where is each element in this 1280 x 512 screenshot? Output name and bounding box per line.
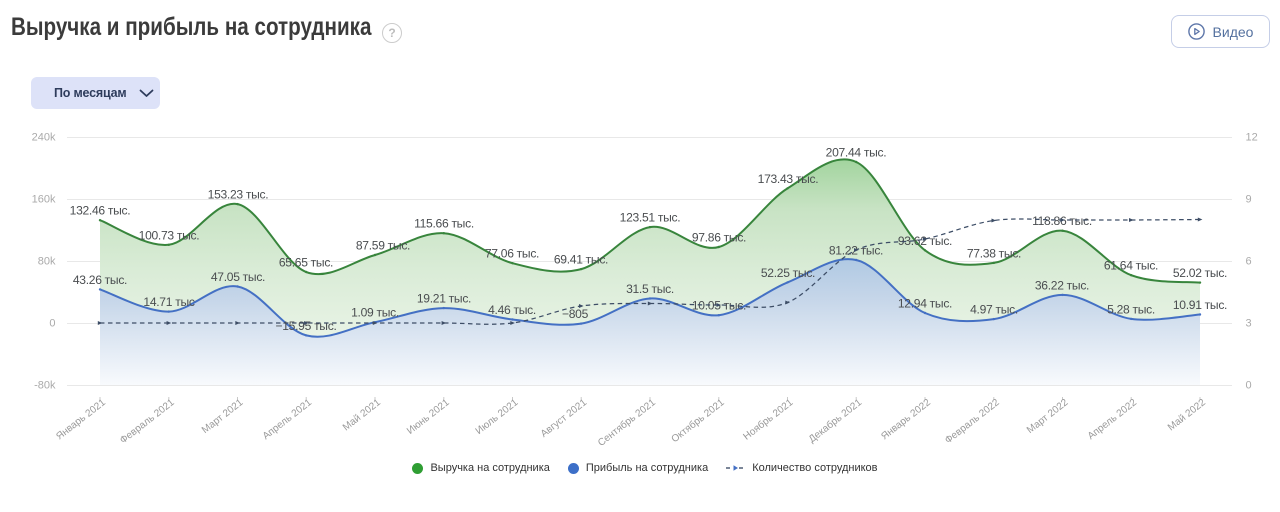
svg-text:4.46 тыс.: 4.46 тыс.	[488, 303, 536, 317]
svg-text:52.25 тыс.: 52.25 тыс.	[761, 266, 815, 280]
svg-text:77.38 тыс.: 77.38 тыс.	[967, 246, 1021, 260]
svg-text:132.46 тыс.: 132.46 тыс.	[70, 204, 131, 218]
svg-text:14.71 тыс: 14.71 тыс	[143, 295, 194, 309]
svg-text:Март 2021: Март 2021	[200, 397, 246, 436]
svg-text:Ноябрь 2021: Ноябрь 2021	[741, 396, 796, 442]
svg-text:12.94 тыс.: 12.94 тыс.	[898, 297, 952, 311]
svg-text:65.65 тыс.: 65.65 тыс.	[279, 256, 333, 270]
svg-text:Октябрь 2021: Октябрь 2021	[669, 396, 727, 445]
svg-text:−15.95 тыс.: −15.95 тыс.	[275, 319, 336, 333]
svg-text:100.73 тыс.: 100.73 тыс.	[139, 228, 200, 242]
svg-text:69.41 тыс.: 69.41 тыс.	[554, 253, 608, 267]
svg-text:61.64 тыс.: 61.64 тыс.	[1104, 259, 1158, 273]
svg-text:Июль 2021: Июль 2021	[474, 397, 521, 437]
svg-text:12: 12	[1246, 132, 1258, 144]
svg-text:19.21 тыс.: 19.21 тыс.	[417, 292, 471, 306]
svg-text:123.51 тыс.: 123.51 тыс.	[620, 211, 681, 225]
svg-text:5.28 тыс.: 5.28 тыс.	[1107, 302, 1155, 316]
svg-text:10.91 тыс.: 10.91 тыс.	[1173, 298, 1227, 312]
svg-text:47.05 тыс.: 47.05 тыс.	[211, 270, 265, 284]
svg-text:173.43 тыс.: 173.43 тыс.	[758, 172, 819, 186]
svg-text:80k: 80k	[38, 256, 56, 268]
svg-text:Январь 2022: Январь 2022	[879, 397, 933, 442]
svg-text:115.66 тыс.: 115.66 тыс.	[414, 217, 474, 231]
svg-text:Март 2022: Март 2022	[1025, 397, 1071, 436]
svg-text:4.97 тыс.: 4.97 тыс.	[970, 303, 1018, 317]
svg-text:Май 2022: Май 2022	[1166, 397, 1208, 433]
svg-text:87.59 тыс.: 87.59 тыс.	[356, 239, 410, 253]
svg-text:-80k: -80k	[34, 380, 56, 392]
svg-text:Февраль 2022: Февраль 2022	[943, 397, 1002, 446]
svg-text:Сентябрь 2021: Сентябрь 2021	[595, 396, 658, 449]
svg-text:Май 2021: Май 2021	[341, 397, 383, 433]
svg-text:3: 3	[1246, 318, 1252, 330]
svg-text:207.44 тыс.: 207.44 тыс.	[826, 146, 887, 160]
svg-text:43.26 тыс.: 43.26 тыс.	[73, 273, 127, 287]
svg-text:6: 6	[1246, 256, 1252, 268]
svg-text:0: 0	[1246, 380, 1252, 392]
svg-text:1.09 тыс.: 1.09 тыс.	[351, 306, 399, 320]
svg-text:9: 9	[1246, 194, 1252, 206]
svg-text:Апрель 2021: Апрель 2021	[261, 397, 315, 442]
svg-text:Февраль 2021: Февраль 2021	[118, 397, 177, 446]
svg-text:Июнь 2021: Июнь 2021	[405, 397, 452, 437]
svg-text:97.86 тыс.: 97.86 тыс.	[692, 231, 746, 245]
svg-text:0: 0	[49, 318, 55, 330]
svg-text:Апрель 2022: Апрель 2022	[1086, 397, 1140, 442]
svg-text:160k: 160k	[32, 194, 56, 206]
svg-text:93.62 тыс.: 93.62 тыс.	[898, 234, 952, 248]
svg-text:−805: −805	[562, 307, 589, 321]
svg-text:Январь 2021: Январь 2021	[54, 397, 108, 442]
svg-text:Август 2021: Август 2021	[539, 397, 590, 440]
svg-text:31.5 тыс.: 31.5 тыс.	[626, 282, 674, 296]
svg-text:52.02 тыс.: 52.02 тыс.	[1173, 266, 1227, 280]
svg-text:36.22 тыс.: 36.22 тыс.	[1035, 278, 1089, 292]
svg-text:240k: 240k	[32, 132, 56, 144]
svg-text:Декабрь 2021: Декабрь 2021	[806, 396, 864, 445]
svg-text:118.86 тыс.: 118.86 тыс.	[1032, 214, 1092, 228]
svg-text:77.06 тыс.: 77.06 тыс.	[485, 247, 539, 261]
svg-text:153.23 тыс.: 153.23 тыс.	[208, 188, 269, 202]
